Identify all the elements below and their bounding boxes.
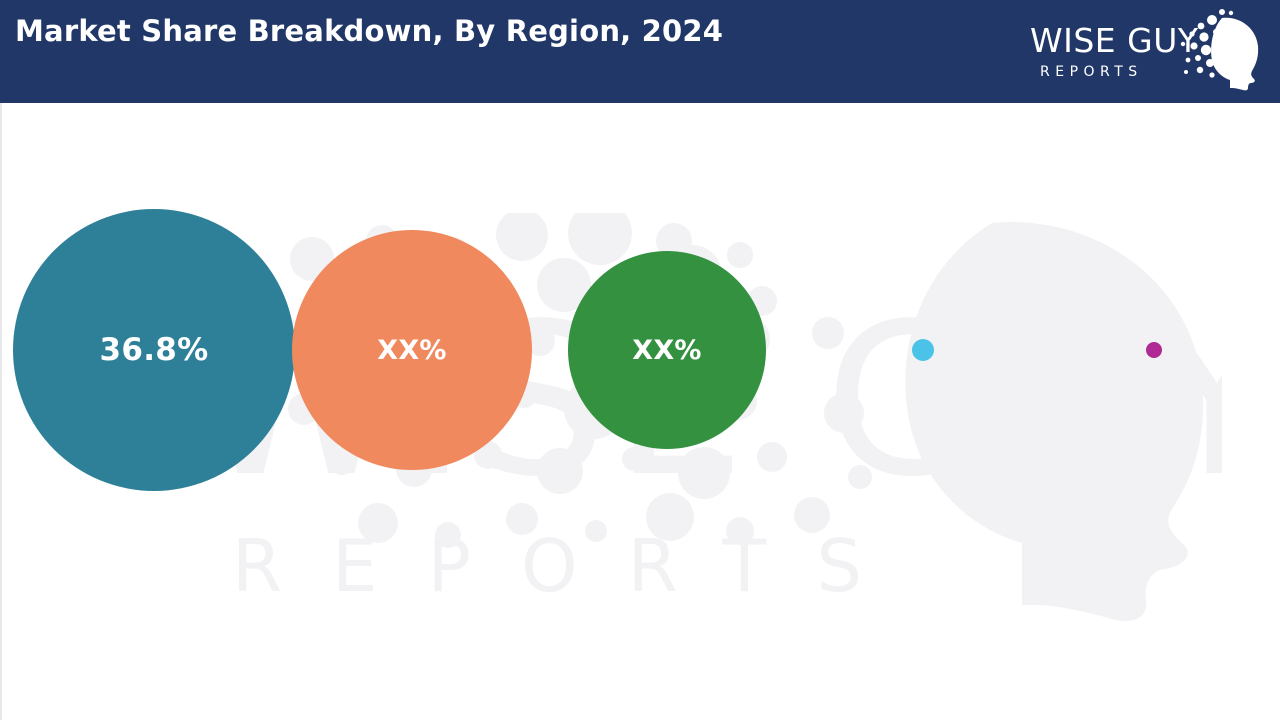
svg-text:REPORTS: REPORTS (1040, 64, 1143, 80)
bubble-value-label-europe: XX% (377, 334, 447, 366)
header-bar: Market Share Breakdown, By Region, 2024 … (0, 0, 1280, 103)
svg-text:WISE GUY: WISE GUY (1030, 21, 1199, 60)
wise-guy-reports-logo: WISE GUY REPORTS (1026, 8, 1266, 94)
svg-text:REPORTS: REPORTS (232, 524, 912, 608)
plot-area: WISE GUY REPORTS (0, 103, 1280, 720)
bubble-value-label-north-america: 36.8% (99, 332, 209, 368)
page-title: Market Share Breakdown, By Region, 2024 (15, 14, 724, 48)
bubble-apac[interactable]: XX% (568, 251, 766, 449)
bubble-value-label-apac: XX% (632, 334, 702, 366)
bubble-north-america[interactable]: 36.8% (13, 209, 295, 491)
bubble-europe[interactable]: XX% (292, 230, 532, 470)
bubble-mea[interactable] (1146, 342, 1162, 358)
bubble-south-america[interactable] (912, 339, 934, 361)
